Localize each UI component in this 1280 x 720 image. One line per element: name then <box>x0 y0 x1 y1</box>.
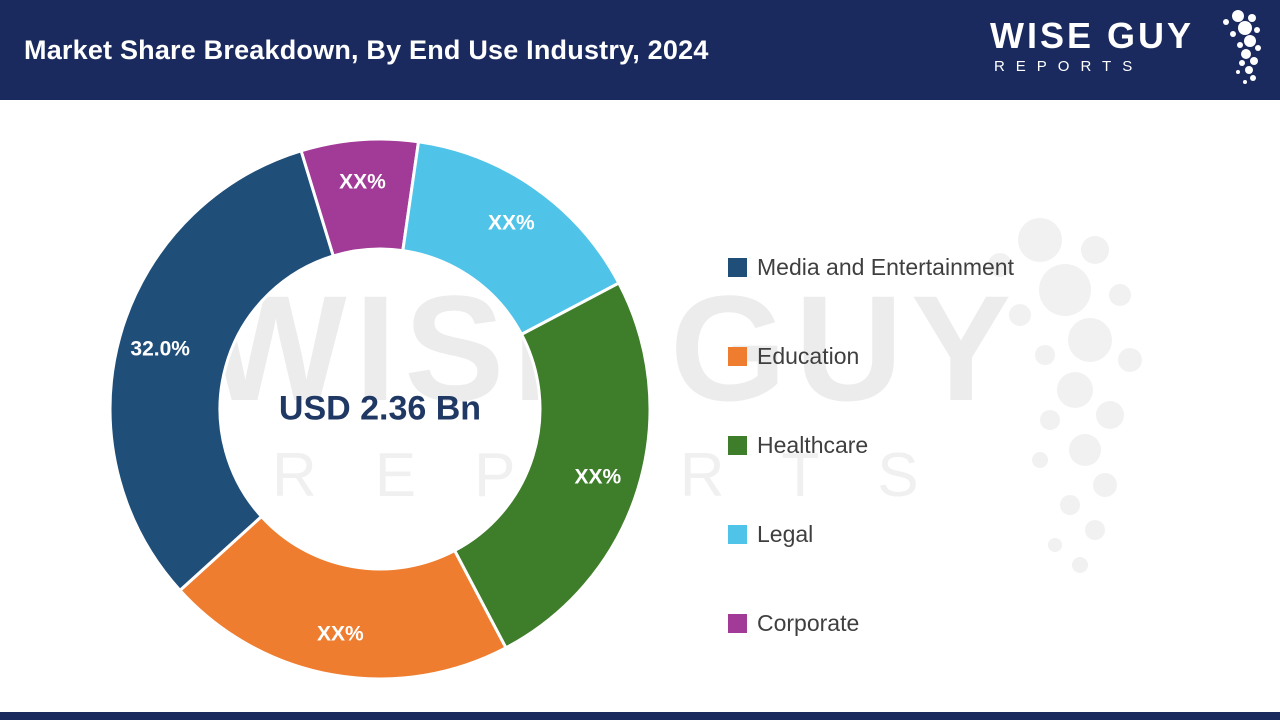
donut-svg: XX% XX% XX% XX% 32.0% <box>108 137 652 681</box>
donut-segment-healthcare[interactable] <box>453 281 652 650</box>
legend-swatch-media-and-entertainment <box>728 258 747 277</box>
chart-legend: Media and Entertainment Education Healthca… <box>728 254 1014 637</box>
donut-chart: XX% XX% XX% XX% 32.0% <box>100 129 660 694</box>
page-title: Market Share Breakdown, By End Use Indus… <box>24 34 709 65</box>
donut-center-value: USD 2.36 Bn <box>278 389 482 428</box>
legend-label: Healthcare <box>757 432 869 458</box>
segment-value-label-legal: XX% <box>488 212 535 235</box>
donut-segment-education[interactable] <box>178 514 508 681</box>
donut-segment-media-and-entertainment[interactable] <box>108 149 335 592</box>
segment-value-label-corporate: XX% <box>339 171 386 194</box>
brand-head-dots-icon <box>1223 10 1261 84</box>
legend-label: Education <box>757 343 860 369</box>
legend-item-legal[interactable]: Legal <box>728 521 1014 548</box>
bottom-accent-bar <box>0 712 1280 720</box>
segment-value-label-media-and-entertainment: 32.0% <box>130 338 190 361</box>
legend-swatch-healthcare <box>728 436 747 455</box>
header-bar: Market Share Breakdown, By End Use Indus… <box>0 0 1280 100</box>
legend-item-education[interactable]: Education <box>728 343 1014 370</box>
legend-label: Corporate <box>757 610 860 636</box>
legend-label: Legal <box>757 521 814 547</box>
brand-name: WISE GUY <box>989 15 1194 56</box>
legend-label: Media and Entertainment <box>757 254 1014 280</box>
legend-swatch-education <box>728 347 747 366</box>
brand-logo-text: WISE GUY REPORTS <box>990 16 1194 75</box>
watermark-head-dots <box>988 218 1142 573</box>
legend-item-corporate[interactable]: Corporate <box>728 610 1014 637</box>
segment-value-label-healthcare: XX% <box>574 465 621 488</box>
legend-swatch-corporate <box>728 614 747 633</box>
brand-logo: WISE GUY REPORTS <box>990 8 1262 88</box>
segment-value-label-education: XX% <box>317 623 364 646</box>
legend-swatch-legal <box>728 525 747 544</box>
legend-item-healthcare[interactable]: Healthcare <box>728 432 1014 459</box>
brand-subname: REPORTS <box>993 57 1144 75</box>
legend-item-media-and-entertainment[interactable]: Media and Entertainment <box>728 254 1014 281</box>
